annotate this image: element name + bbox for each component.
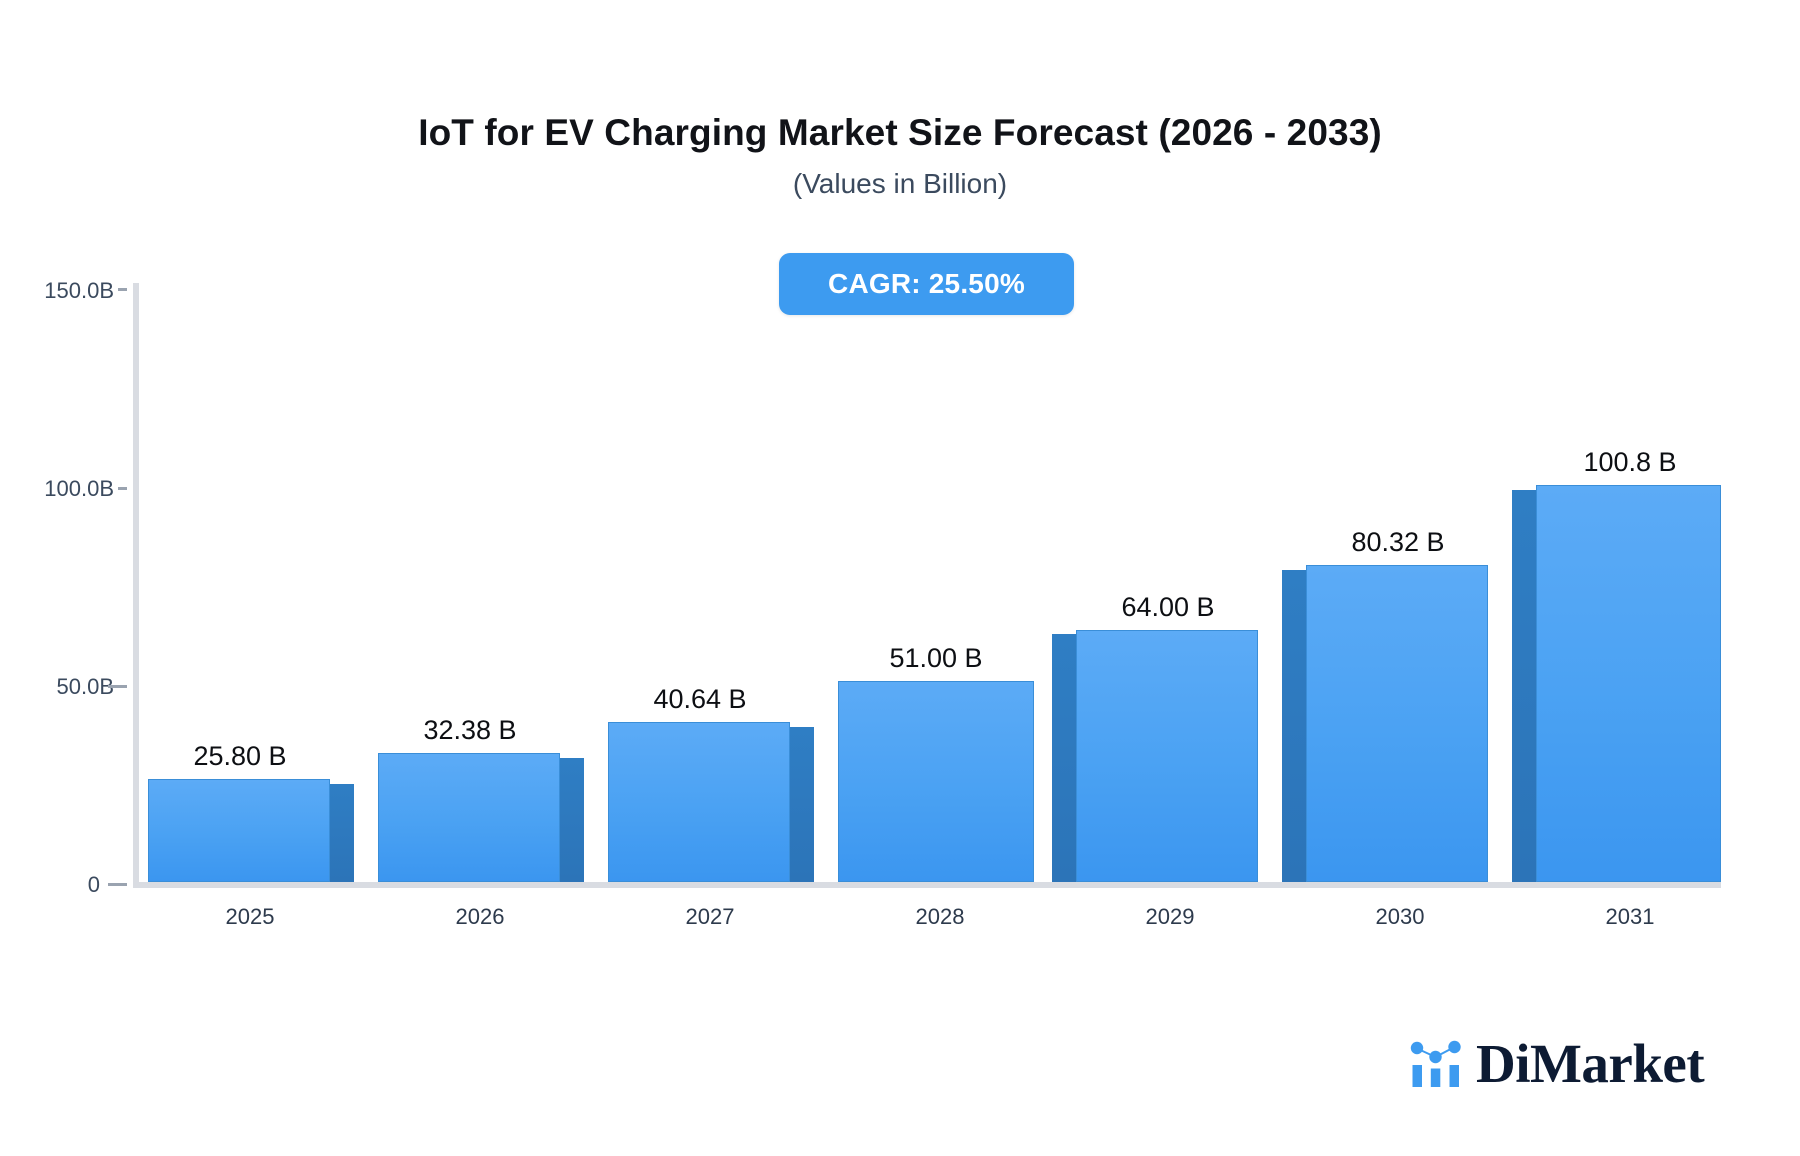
bar-2031-side (1512, 490, 1536, 882)
bar-2025[interactable] (148, 779, 330, 882)
bar-2028[interactable] (838, 681, 1034, 882)
y-tick-mark-150 (118, 288, 127, 291)
bar-2027-side (790, 727, 814, 882)
y-tick-label-150: 150.0B (44, 278, 114, 303)
bar-value-label-2026: 32.38 B (423, 715, 517, 745)
bar-2026-side (560, 758, 584, 882)
bar-value-label-2028: 51.00 B (889, 643, 983, 673)
bar-2030-side (1282, 570, 1306, 882)
bar-chart-dots-icon (1410, 1040, 1461, 1087)
y-tick-mark-0 (108, 883, 127, 886)
bar-value-label-2030: 80.32 B (1351, 527, 1445, 557)
y-tick-label-50: 50.0B (56, 674, 115, 699)
x-tick-label-2031: 2031 (1605, 904, 1655, 929)
x-axis-line (133, 882, 1721, 888)
x-tick-label-2030: 2030 (1375, 904, 1425, 929)
x-tick-label-2029: 2029 (1145, 904, 1195, 929)
chart-title: IoT for EV Charging Market Size Forecast… (418, 112, 1382, 153)
bar-value-label-2027: 40.64 B (653, 684, 747, 714)
brand-logo-text: DiMarket (1476, 1032, 1705, 1094)
x-tick-label-2026: 2026 (455, 904, 505, 929)
bar-value-label-2025: 25.80 B (193, 741, 287, 771)
x-tick-label-2027: 2027 (685, 904, 735, 929)
bar-2030[interactable] (1306, 565, 1488, 882)
bar-2026[interactable] (378, 753, 560, 882)
x-tick-label-2025: 2025 (225, 904, 275, 929)
y-tick-mark-100 (118, 487, 127, 490)
y-tick-label-0: 0 (87, 872, 100, 897)
bar-2025-side (330, 784, 354, 882)
y-axis-line (133, 283, 139, 888)
y-tick-mark-50 (108, 685, 127, 688)
bar-2029[interactable] (1076, 630, 1258, 882)
bar-value-label-2031: 100.8 B (1583, 447, 1677, 477)
chart-subtitle: (Values in Billion) (792, 168, 1008, 199)
bar-2029-side (1052, 634, 1076, 882)
cagr-badge-label: CAGR: 25.50% (828, 268, 1025, 299)
x-tick-label-2028: 2028 (915, 904, 965, 929)
cagr-badge: CAGR: 25.50% (779, 253, 1074, 315)
bar-2031[interactable] (1536, 485, 1721, 882)
brand-logo: DiMarket (1408, 1032, 1705, 1094)
y-tick-label-100: 100.0B (44, 476, 114, 501)
bar-value-label-2029: 64.00 B (1121, 592, 1215, 622)
bar-2027[interactable] (608, 722, 790, 882)
